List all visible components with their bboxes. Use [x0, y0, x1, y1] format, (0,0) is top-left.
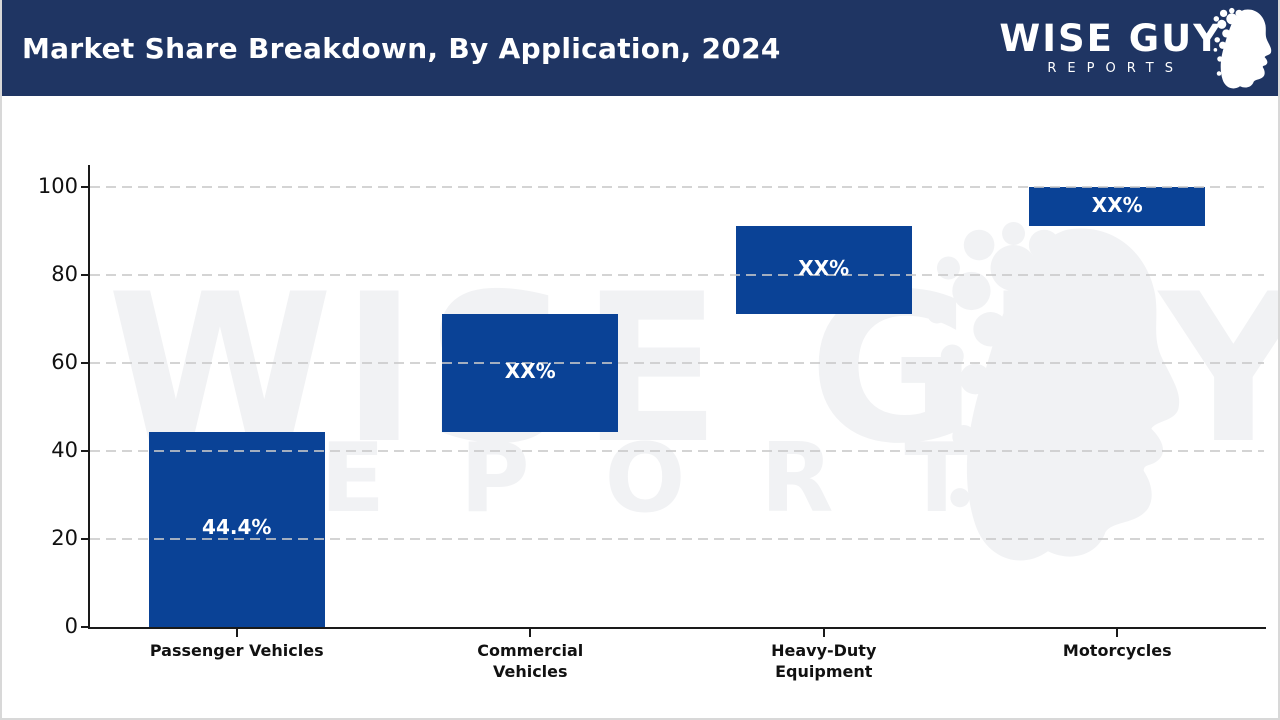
- bar-heavy-duty-equipment: [735, 226, 912, 315]
- x-tick-commercial-vehicles: [529, 629, 532, 637]
- bar-value-label-commercial-vehicles: XX%: [504, 358, 556, 383]
- gridline-20: [90, 538, 1264, 540]
- bar-value-label-heavy-duty-equipment: XX%: [798, 256, 850, 281]
- x-tick-passenger-vehicles: [235, 629, 238, 637]
- y-tick-0: [81, 626, 89, 628]
- bar-commercial-vehicles: [442, 314, 619, 432]
- y-tick-60: [81, 362, 89, 364]
- x-axis-label-commercial-vehicles: Commercial Vehicles: [477, 641, 584, 681]
- logo-wordmark-block: WISE GUY REPORTS: [999, 20, 1222, 76]
- x-axis-label-heavy-duty-equipment: Heavy-Duty Equipment: [771, 641, 877, 681]
- logo-subtitle: REPORTS: [1047, 61, 1184, 76]
- y-tick-40: [81, 450, 89, 452]
- gridline-80: [90, 274, 1264, 276]
- y-tick-label-60: 60: [51, 350, 78, 374]
- x-tick-heavy-duty-equipment: [822, 629, 825, 637]
- y-tick-label-40: 40: [51, 438, 78, 462]
- y-tick-label-0: 0: [64, 614, 78, 638]
- bar-passenger-vehicles: [148, 431, 325, 627]
- y-tick-100: [81, 186, 89, 188]
- watermark-subtitle: REPORTS: [172, 424, 1188, 534]
- watermark-head-icon: [914, 218, 1182, 563]
- y-tick-label-20: 20: [51, 526, 78, 550]
- gridline-40: [90, 450, 1264, 452]
- y-tick-20: [81, 538, 89, 540]
- x-axis-spine: [88, 627, 1266, 629]
- bar-value-label-passenger-vehicles: 44.4%: [202, 515, 272, 540]
- x-axis-label-passenger-vehicles: Passenger Vehicles: [149, 641, 324, 660]
- y-tick-80: [81, 274, 89, 276]
- wiseguy-head-icon: [1208, 7, 1272, 89]
- logo-wordmark: WISE GUY: [999, 17, 1222, 60]
- chart-title: Market Share Breakdown, By Application, …: [22, 31, 781, 65]
- gridline-100: [90, 186, 1264, 188]
- wiseguy-logo: WISE GUY REPORTS: [999, 4, 1272, 92]
- bar-value-label-motorcycles: XX%: [1091, 192, 1143, 217]
- y-tick-label-100: 100: [37, 174, 78, 198]
- y-tick-label-80: 80: [51, 262, 78, 286]
- header-banner: Market Share Breakdown, By Application, …: [2, 0, 1278, 96]
- gridline-60: [90, 362, 1264, 364]
- x-tick-motorcycles: [1116, 629, 1119, 637]
- y-axis-spine: [88, 165, 90, 629]
- bar-motorcycles: [1029, 187, 1206, 227]
- x-axis-label-motorcycles: Motorcycles: [1062, 641, 1172, 660]
